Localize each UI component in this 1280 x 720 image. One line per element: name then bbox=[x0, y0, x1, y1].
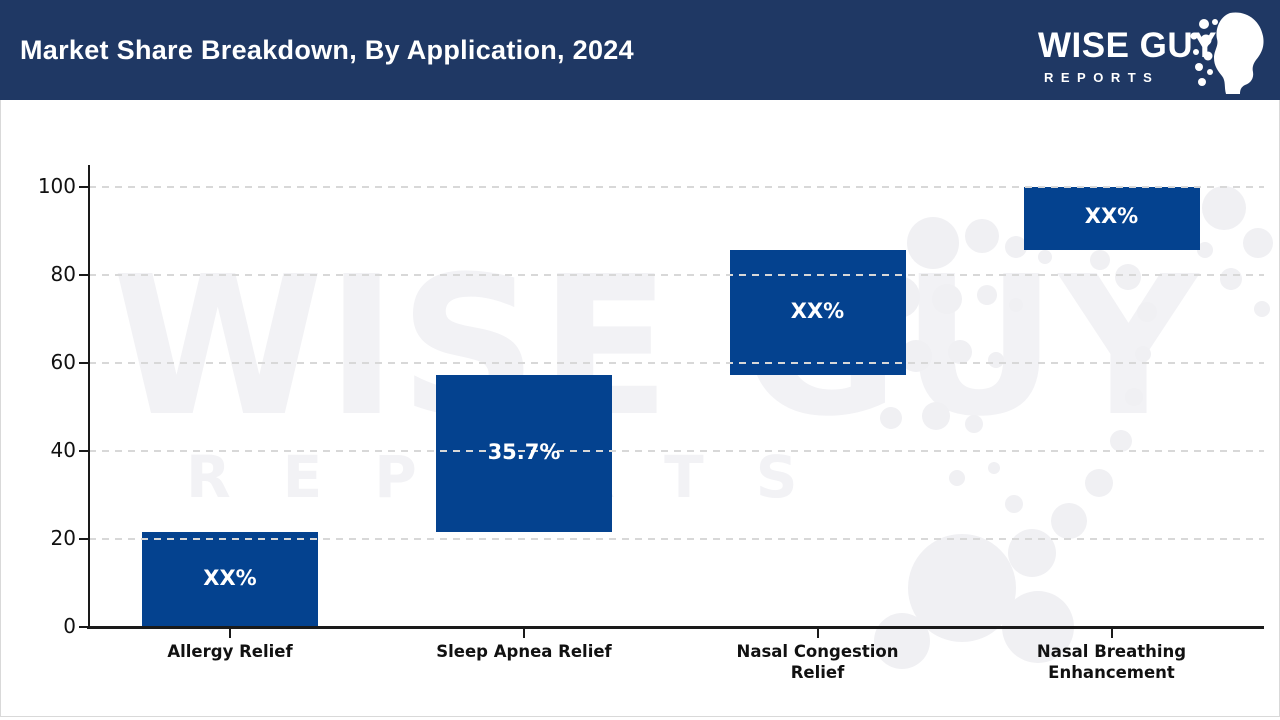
y-tick-label-80: 80 bbox=[50, 262, 76, 286]
head-profile-icon bbox=[1190, 12, 1264, 94]
y-tick-mark-40 bbox=[79, 450, 88, 452]
page-title: Market Share Breakdown, By Application, … bbox=[20, 34, 634, 65]
watermark-wordmark: WISE GUY bbox=[112, 236, 1201, 459]
y-tick-label-60: 60 bbox=[50, 350, 76, 374]
category-label-3: Nasal Congestion Relief bbox=[736, 642, 899, 682]
logo-wordmark: WISE GUY bbox=[1038, 26, 1218, 65]
bar-value-label-3: XX% bbox=[790, 298, 845, 323]
gridline-40 bbox=[89, 450, 1264, 452]
y-tick-mark-60 bbox=[79, 362, 88, 364]
bar-value-label-1: XX% bbox=[203, 565, 257, 590]
logo-subtext: REPORTS bbox=[1044, 70, 1160, 85]
y-tick-mark-80 bbox=[79, 274, 88, 276]
bar-segment-2 bbox=[436, 375, 612, 533]
bar-segment-1 bbox=[142, 532, 318, 627]
y-tick-mark-0 bbox=[79, 626, 88, 628]
x-axis-spine bbox=[87, 626, 1264, 629]
category-label-2: Sleep Apnea Relief bbox=[436, 642, 612, 661]
gridline-60 bbox=[89, 362, 1264, 364]
bar-value-label-4: XX% bbox=[1084, 204, 1139, 229]
y-tick-mark-100 bbox=[79, 186, 88, 188]
watermark-head-profile bbox=[874, 186, 1273, 669]
y-tick-mark-20 bbox=[79, 538, 88, 540]
y-tick-label-0: 0 bbox=[63, 614, 76, 638]
category-label-1: Allergy Relief bbox=[167, 642, 293, 661]
x-tick-mark-3 bbox=[816, 629, 819, 638]
y-tick-label-20: 20 bbox=[50, 526, 76, 550]
x-tick-mark-1 bbox=[229, 629, 231, 638]
y-tick-label-40: 40 bbox=[50, 438, 76, 462]
category-label-4: Nasal Breathing Enhancement bbox=[1036, 642, 1187, 682]
gridline-20 bbox=[89, 538, 1264, 540]
x-tick-mark-4 bbox=[1110, 629, 1113, 638]
bar-value-label-2: 35.7% bbox=[487, 439, 561, 464]
y-tick-label-100: 100 bbox=[37, 174, 76, 198]
gridline-100 bbox=[89, 186, 1264, 188]
x-tick-mark-2 bbox=[523, 629, 525, 638]
bar-segment-4 bbox=[1023, 187, 1200, 250]
wise-guy-reports-logo: WISE GUY REPORTS bbox=[1012, 8, 1268, 94]
header-bar: Market Share Breakdown, By Application, … bbox=[0, 0, 1280, 100]
gridline-80 bbox=[89, 274, 1264, 276]
bar-segment-3 bbox=[729, 249, 906, 376]
y-axis-spine bbox=[88, 165, 90, 629]
